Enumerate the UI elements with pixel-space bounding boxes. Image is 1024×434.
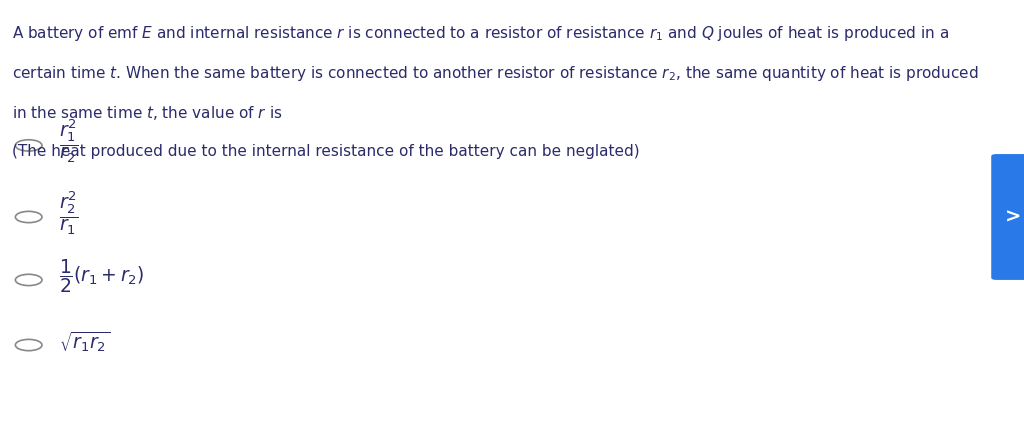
Text: A battery of emf $E$ and internal resistance $r$ is connected to a resistor of r: A battery of emf $E$ and internal resist…	[12, 24, 949, 43]
Text: certain time $t$. When the same battery is connected to another resistor of resi: certain time $t$. When the same battery …	[12, 64, 979, 83]
Text: >: >	[1006, 207, 1021, 227]
Text: $\dfrac{r_1^2}{r_2}$: $\dfrac{r_1^2}{r_2}$	[59, 118, 79, 165]
Text: in the same time $t$, the value of $r$ is: in the same time $t$, the value of $r$ i…	[12, 104, 283, 122]
Text: $\sqrt{r_1 r_2}$: $\sqrt{r_1 r_2}$	[59, 329, 111, 354]
Text: $\dfrac{r_2^2}{r_1}$: $\dfrac{r_2^2}{r_1}$	[59, 190, 79, 237]
Text: (The heat produced due to the internal resistance of the battery can be neglated: (The heat produced due to the internal r…	[12, 144, 640, 159]
FancyBboxPatch shape	[991, 154, 1024, 280]
Text: $\dfrac{1}{2}\left(r_1 + r_2\right)$: $\dfrac{1}{2}\left(r_1 + r_2\right)$	[59, 257, 144, 296]
